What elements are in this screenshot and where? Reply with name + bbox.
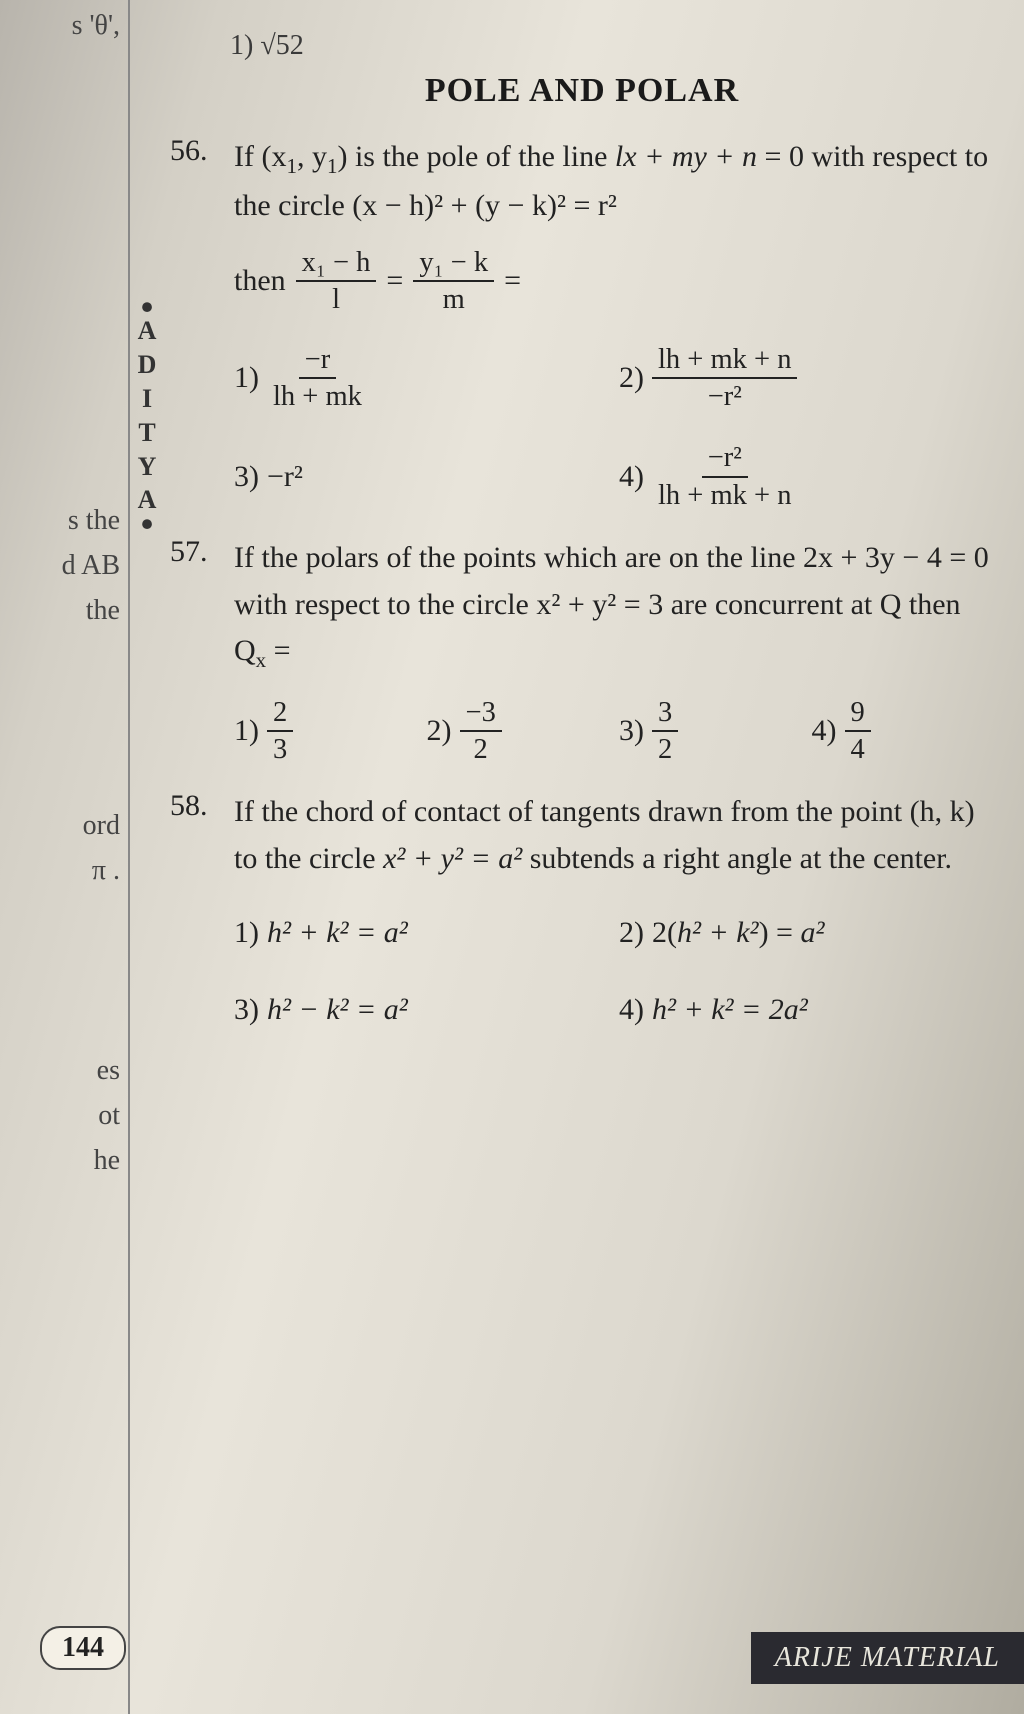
footer-label: ARIJE MATERIAL [751, 1632, 1024, 1684]
question: 56.If (x1, y1) is the pole of the line l… [170, 134, 994, 511]
question-equation: thenx₁ − hl=y₁ − km= [234, 247, 994, 316]
option-number: 3) [234, 454, 259, 501]
option: 1)23 [234, 697, 417, 766]
option-number: 4) [619, 454, 644, 501]
vertical-brand: •ADITYA• [136, 300, 160, 532]
margin-text-fragment: s the [68, 505, 120, 537]
option-value: −32 [460, 697, 502, 766]
vertical-letter: A [136, 314, 160, 348]
option-number: 4) [812, 708, 837, 755]
vertical-letter: I [136, 382, 160, 416]
option-number: 2) [619, 355, 644, 402]
option: 4)94 [812, 697, 995, 766]
bullet-icon: • [136, 300, 160, 314]
option: 3)32 [619, 697, 802, 766]
option-value: 2(h² + k²) = a² [652, 910, 824, 957]
option-value: −r²lh + mk + n [652, 442, 797, 511]
option-number: 2) [427, 708, 452, 755]
option: 3)h² − k² = a² [234, 987, 609, 1034]
prior-option-fragment: 1) √52 [230, 30, 994, 62]
margin-text-fragment: the [86, 595, 120, 627]
option-value: 32 [652, 697, 678, 766]
option-value: lh + mk + n−r² [652, 344, 797, 413]
option-value: 94 [845, 697, 871, 766]
option: 4)h² + k² = 2a² [619, 987, 994, 1034]
option-number: 1) [234, 910, 259, 957]
margin-text-fragment: he [94, 1145, 120, 1177]
margin-text-fragment: s 'θ', [72, 10, 120, 42]
margin-text-fragment: ord [83, 810, 120, 842]
page-number: 144 [40, 1626, 126, 1670]
option: 2)lh + mk + n−r² [619, 344, 994, 413]
option-value: h² + k² = a² [267, 910, 408, 957]
option-number: 1) [234, 355, 259, 402]
main-content: 1) √52 POLE AND POLAR 56.If (x1, y1) is … [170, 20, 994, 1033]
option: 1)h² + k² = a² [234, 910, 609, 957]
option: 2)−32 [427, 697, 610, 766]
section-title: POLE AND POLAR [170, 72, 994, 110]
option-value: −r² [267, 454, 303, 501]
question-body: If the chord of contact of tangents draw… [234, 789, 994, 1033]
vertical-letter: T [136, 416, 160, 450]
left-margin: s 'θ', s the d AB the ord π . es ot he [0, 0, 130, 1714]
option: 1)−rlh + mk [234, 344, 609, 413]
option-number: 4) [619, 987, 644, 1034]
option-number: 2) [619, 910, 644, 957]
margin-text-fragment: d AB [62, 550, 120, 582]
question-body: If (x1, y1) is the pole of the line lx +… [234, 134, 994, 511]
option-number: 3) [234, 987, 259, 1034]
margin-text-fragment: es [97, 1055, 120, 1087]
question-number: 57. [170, 535, 234, 765]
question-body: If the polars of the points which are on… [234, 535, 994, 765]
options-grid: 1)−rlh + mk2)lh + mk + n−r²3)−r²4)−r²lh … [234, 344, 994, 511]
question: 57.If the polars of the points which are… [170, 535, 994, 765]
option-value: −rlh + mk [267, 344, 368, 413]
question-stem: If (x1, y1) is the pole of the line lx +… [234, 134, 994, 229]
question-stem: If the polars of the points which are on… [234, 535, 994, 677]
option-value: h² − k² = a² [267, 987, 408, 1034]
options-grid: 1)232)−323)324)94 [234, 697, 994, 766]
option: 4)−r²lh + mk + n [619, 442, 994, 511]
margin-text-fragment: ot [98, 1100, 120, 1132]
question: 58.If the chord of contact of tangents d… [170, 789, 994, 1033]
vertical-letter: Y [136, 450, 160, 484]
bullet-icon: • [136, 517, 160, 531]
margin-text-fragment: π . [92, 855, 120, 887]
option-value: 23 [267, 697, 293, 766]
vertical-letter: D [136, 348, 160, 382]
option-number: 1) [234, 708, 259, 755]
options-grid: 1)h² + k² = a²2)2(h² + k²) = a²3)h² − k²… [234, 910, 994, 1033]
question-number: 56. [170, 134, 234, 511]
option-number: 3) [619, 708, 644, 755]
option: 2)2(h² + k²) = a² [619, 910, 994, 957]
question-stem: If the chord of contact of tangents draw… [234, 789, 994, 882]
option-value: h² + k² = 2a² [652, 987, 808, 1034]
option: 3)−r² [234, 442, 609, 511]
question-number: 58. [170, 789, 234, 1033]
